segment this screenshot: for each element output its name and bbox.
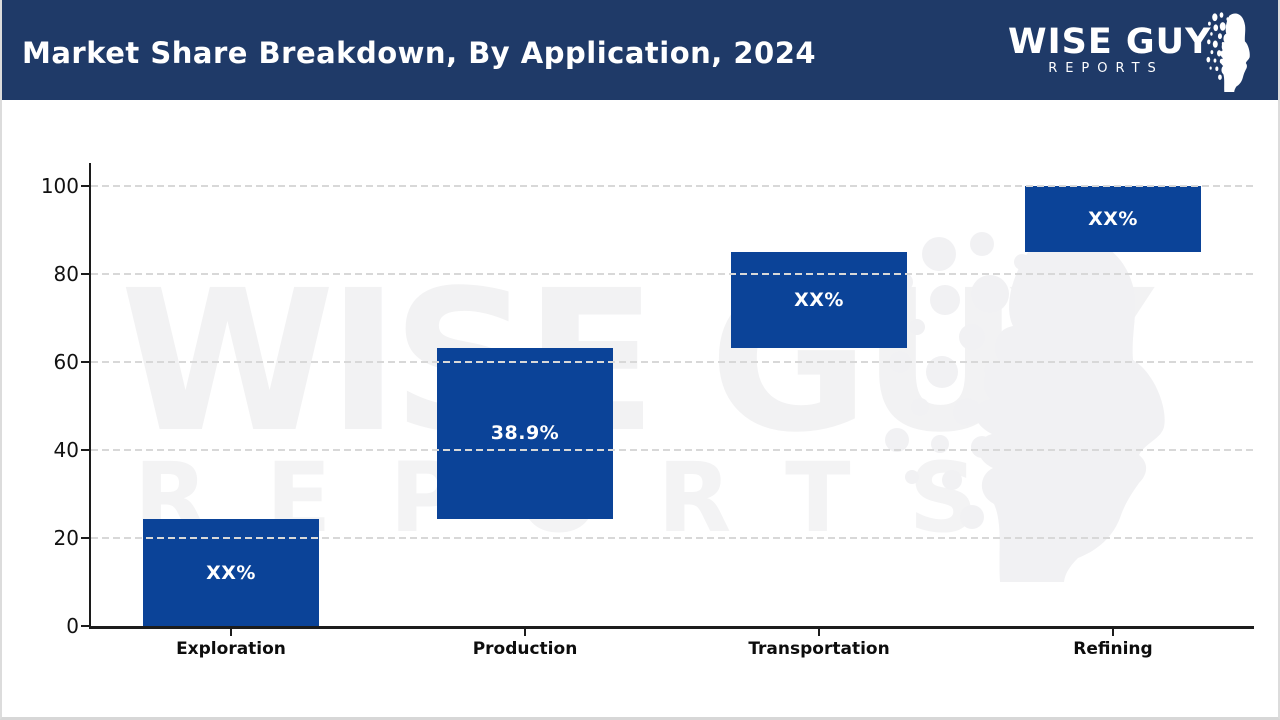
x-tick-mark — [524, 628, 526, 636]
y-tick-mark — [81, 625, 89, 627]
y-tick-label: 40 — [53, 438, 79, 462]
y-tick-label: 0 — [66, 614, 79, 638]
wiseguy-head-icon — [1206, 12, 1250, 92]
bar-value-label: 38.9% — [490, 422, 560, 445]
y-tick-label: 100 — [40, 174, 79, 198]
bar-transportation — [731, 252, 907, 348]
y-tick-label: 60 — [53, 350, 79, 374]
logo-wordmark: WISE GUY — [1008, 22, 1212, 62]
gridline-y20 — [91, 537, 1254, 539]
x-tick-mark — [818, 628, 820, 636]
y-tick-mark — [81, 449, 89, 451]
header-bar: Market Share Breakdown, By Application, … — [2, 0, 1278, 100]
x-tick-mark — [1112, 628, 1114, 636]
x-tick-mark — [230, 628, 232, 636]
y-tick-label: 20 — [53, 526, 79, 550]
y-tick-mark — [81, 185, 89, 187]
y-axis-line — [89, 163, 91, 628]
x-tick-label-production: Production — [472, 639, 578, 659]
gridline-y80 — [91, 273, 1254, 275]
gridline-y100 — [91, 185, 1254, 187]
logo-subtitle: REPORTS — [1048, 61, 1164, 76]
y-tick-label: 80 — [53, 262, 79, 286]
wiseguy-logo-text: WISE GUY REPORTS — [1008, 22, 1212, 76]
x-tick-label-exploration: Exploration — [176, 639, 286, 659]
wiseguy-logo: WISE GUY REPORTS — [1008, 6, 1268, 96]
gridline-y60 — [91, 361, 1254, 363]
x-tick-label-refining: Refining — [1073, 639, 1153, 659]
gridline-y40 — [91, 449, 1254, 451]
bar-value-label: XX% — [1088, 208, 1138, 230]
bar-refining — [1025, 186, 1201, 252]
bar-value-label: XX% — [794, 288, 844, 311]
bar-value-label: XX% — [206, 561, 256, 584]
y-tick-mark — [81, 537, 89, 539]
y-tick-mark — [81, 273, 89, 275]
watermark-head-icon — [885, 232, 1165, 582]
y-tick-mark — [81, 361, 89, 363]
x-tick-label-transportation: Transportation — [748, 639, 890, 659]
bar-exploration — [143, 519, 319, 626]
x-axis-line — [89, 626, 1254, 629]
chart-title: Market Share Breakdown, By Application, … — [22, 36, 817, 70]
bar-production — [437, 347, 613, 520]
